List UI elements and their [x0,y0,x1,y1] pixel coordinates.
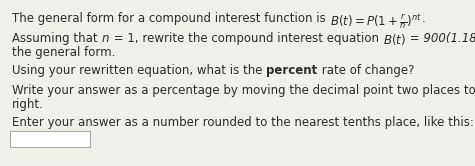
Text: Enter your answer as a number rounded to the nearest tenths place, like this: 42: Enter your answer as a number rounded to… [12,116,475,129]
Text: Write your answer as a percentage by moving the decimal point two places to the: Write your answer as a percentage by mov… [12,84,475,97]
Text: = 1, rewrite the compound interest equation: = 1, rewrite the compound interest equat… [110,32,383,45]
Text: $B(t)$: $B(t)$ [383,32,406,47]
Bar [10,131,90,147]
Text: rate of change?: rate of change? [317,64,414,77]
Text: right.: right. [12,98,44,111]
Text: $n$: $n$ [101,32,110,45]
Text: = 900(1.185): = 900(1.185) [406,32,475,45]
Text: $B(t) = P(1 + \frac{r}{n})^{nt}$: $B(t) = P(1 + \frac{r}{n})^{nt}$ [330,12,421,31]
Text: .: . [421,12,425,25]
Text: Assuming that: Assuming that [12,32,101,45]
Text: percent: percent [266,64,317,77]
Text: the general form.: the general form. [12,46,115,59]
Text: The general form for a compound interest function is: The general form for a compound interest… [12,12,330,25]
Text: Using your rewritten equation, what is the: Using your rewritten equation, what is t… [12,64,266,77]
